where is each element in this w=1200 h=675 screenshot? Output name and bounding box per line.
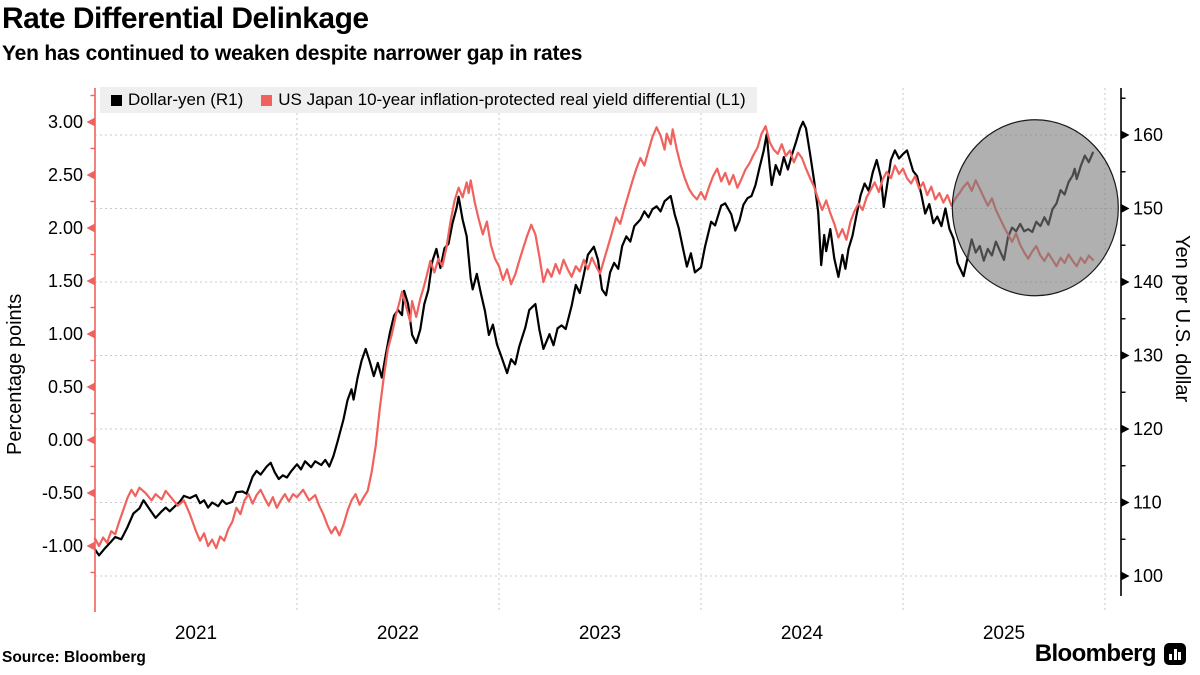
right-axis-title: Yen per U.S. dollar xyxy=(1171,235,1193,403)
series-yield-differential-line xyxy=(93,125,1094,550)
legend: Dollar-yen (R1) US Japan 10-year inflati… xyxy=(100,87,757,113)
bloomberg-logo-text: Bloomberg xyxy=(1034,640,1157,667)
dollar-yen-swatch-icon xyxy=(111,94,122,106)
series-dollar-yen-line xyxy=(93,120,1094,557)
bloomberg-logo-icon xyxy=(1164,643,1186,665)
right-tick-label: 160 xyxy=(1133,125,1163,145)
bloomberg-logo: Bloomberg xyxy=(1035,640,1186,668)
yield-differential-swatch-icon xyxy=(261,94,273,106)
x-axis-year-label: 2021 xyxy=(175,623,217,644)
left-tick-label: 2.00 xyxy=(48,218,83,238)
left-tick-label: 2.50 xyxy=(48,165,83,185)
left-tick-label: 1.00 xyxy=(48,324,83,344)
right-tick-label: 110 xyxy=(1133,493,1162,513)
page-title: Rate Differential Delinkage xyxy=(2,2,369,35)
legend-item-yield-differential: US Japan 10-year inflation-protected rea… xyxy=(261,90,746,110)
left-tick-label: 1.50 xyxy=(48,271,83,291)
left-tick-label: 0.50 xyxy=(48,377,83,397)
legend-label-yield-differential: US Japan 10-year inflation-protected rea… xyxy=(278,90,746,109)
x-axis-year-label: 2022 xyxy=(377,623,419,644)
right-tick-label: 100 xyxy=(1133,566,1163,586)
highlight-circle xyxy=(951,119,1119,297)
left-tick-label: 3.00 xyxy=(48,112,83,132)
x-axis-labels: 2021 2022 2023 2024 2025 xyxy=(175,623,1025,644)
left-axis: 3.00 2.50 2.00 1.50 1.00 0.50 0.00 -0.50 -1.00 xyxy=(42,88,96,612)
left-tick-label: -0.50 xyxy=(42,483,83,503)
left-axis-title: Percentage points xyxy=(4,293,26,455)
chart-subtitle: Yen has continued to weaken despite narr… xyxy=(2,42,583,65)
left-tick-label: 0.00 xyxy=(48,430,83,450)
left-tick-label: -1.00 xyxy=(42,536,83,556)
right-tick-label: 130 xyxy=(1133,346,1163,366)
legend-item-dollar-yen: Dollar-yen (R1) xyxy=(111,90,243,110)
right-axis: 160 150 140 130 120 110 100 xyxy=(1120,88,1163,596)
source-note: Source: Bloomberg xyxy=(2,649,146,666)
right-tick-label: 120 xyxy=(1133,419,1163,439)
x-axis-year-label: 2023 xyxy=(579,623,621,644)
x-axis-year-label: 2024 xyxy=(781,623,824,644)
legend-label-dollar-yen: Dollar-yen (R1) xyxy=(128,90,244,109)
right-tick-label: 150 xyxy=(1133,199,1163,219)
x-axis-year-label: 2025 xyxy=(983,623,1025,644)
right-tick-label: 140 xyxy=(1133,272,1163,292)
